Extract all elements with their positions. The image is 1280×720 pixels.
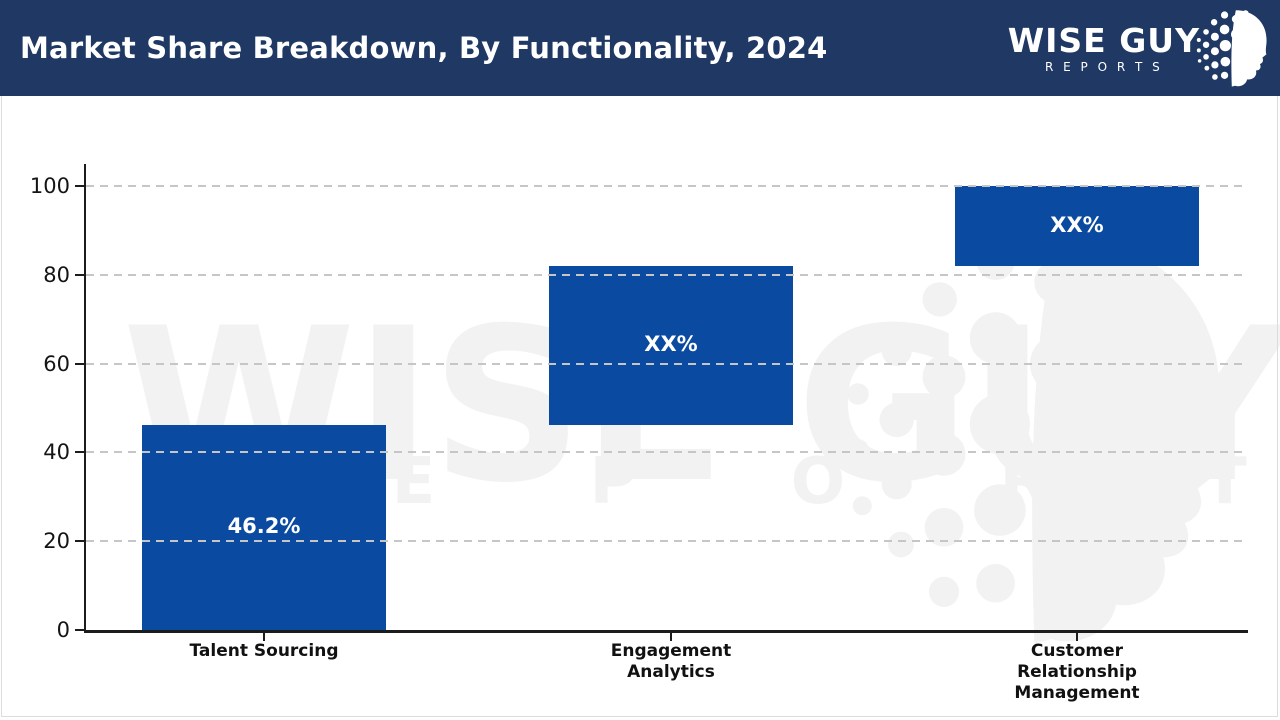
bar-value-label-2: XX% bbox=[644, 332, 698, 357]
x-axis-line bbox=[84, 630, 1248, 633]
y-tick-label-0: 0 bbox=[56, 618, 70, 642]
logo-wordmark: WISE GUY bbox=[1007, 21, 1200, 61]
gridline-80 bbox=[86, 273, 1248, 276]
y-tick-label-20: 20 bbox=[43, 529, 70, 554]
category-label-2: Engagement Analytics bbox=[521, 641, 821, 683]
logo-reports-text: R E P O R T S bbox=[1044, 59, 1163, 74]
x-tick-mark-1 bbox=[263, 632, 265, 641]
wise-guy-logo: WISE GUY R E P O R T S bbox=[1008, 7, 1268, 89]
category-label-3: Customer Relationship Management bbox=[927, 641, 1227, 704]
category-label-line: Talent Sourcing bbox=[189, 641, 339, 661]
bar-segment-2 bbox=[549, 265, 793, 425]
logo-text: WISE GUY R E P O R T S bbox=[1008, 22, 1200, 74]
category-label-line: Management bbox=[1014, 683, 1140, 703]
gridline-20 bbox=[86, 540, 1248, 543]
bar-segment-1 bbox=[142, 424, 386, 630]
logo-face-icon bbox=[1196, 10, 1267, 87]
page-title: Market Share Breakdown, By Functionality… bbox=[20, 31, 828, 65]
y-tick-label-40: 40 bbox=[43, 440, 70, 465]
y-tick-label-60: 60 bbox=[43, 351, 70, 376]
gridline-60 bbox=[86, 362, 1248, 365]
gridline-100 bbox=[86, 185, 1248, 187]
x-tick-mark-2 bbox=[670, 632, 672, 641]
bar-value-label-3: XX% bbox=[1050, 212, 1104, 237]
y-tick-mark-100 bbox=[75, 185, 84, 187]
category-label-line: Analytics bbox=[627, 662, 715, 682]
bar-value-label-1: 46.2% bbox=[227, 514, 301, 539]
category-label-line: Relationship bbox=[1017, 662, 1137, 682]
category-label-line: Customer bbox=[1030, 641, 1124, 661]
category-label-1: Talent Sourcing bbox=[114, 641, 414, 662]
y-tick-label-80: 80 bbox=[43, 262, 70, 287]
category-label-line: Engagement bbox=[610, 641, 732, 661]
x-tick-mark-3 bbox=[1076, 632, 1078, 641]
y-tick-label-100: 100 bbox=[29, 174, 70, 198]
y-axis-line bbox=[84, 164, 86, 633]
y-tick-mark-20 bbox=[75, 540, 84, 543]
y-tick-mark-80 bbox=[75, 273, 84, 276]
gridline-40 bbox=[86, 451, 1248, 454]
y-tick-mark-40 bbox=[75, 451, 84, 454]
y-tick-mark-60 bbox=[75, 362, 84, 365]
header: Market Share Breakdown, By Functionality… bbox=[0, 0, 1280, 96]
y-tick-mark-0 bbox=[75, 629, 84, 631]
